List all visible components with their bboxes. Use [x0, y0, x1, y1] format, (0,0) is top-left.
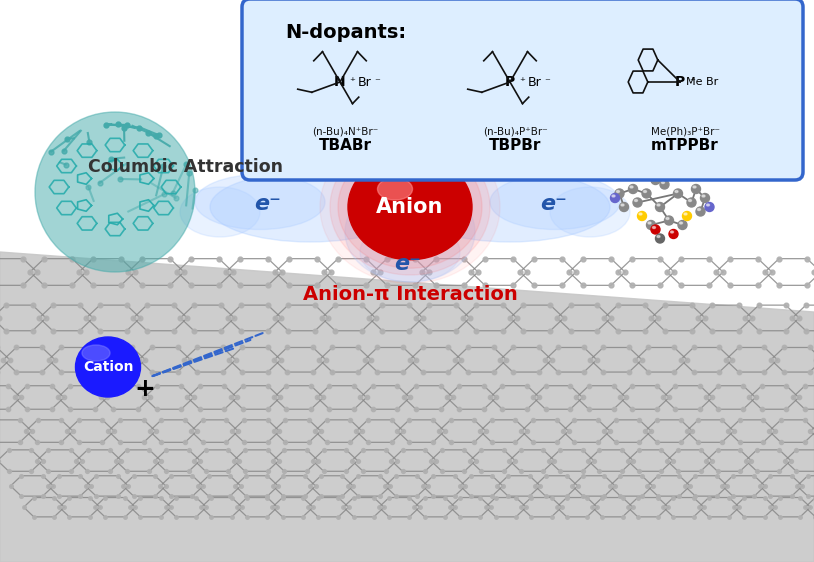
- Ellipse shape: [35, 112, 195, 272]
- Ellipse shape: [320, 130, 500, 283]
- Ellipse shape: [693, 186, 696, 188]
- Ellipse shape: [615, 189, 624, 198]
- Ellipse shape: [345, 182, 475, 282]
- Ellipse shape: [628, 184, 637, 193]
- Text: (n-Bu)₄P⁺Br⁻: (n-Bu)₄P⁺Br⁻: [483, 127, 547, 137]
- Text: Me Br: Me Br: [686, 77, 718, 87]
- Ellipse shape: [633, 198, 642, 207]
- Ellipse shape: [612, 195, 615, 197]
- Ellipse shape: [682, 211, 692, 220]
- Ellipse shape: [348, 155, 472, 260]
- Ellipse shape: [646, 220, 655, 229]
- Text: ⁻: ⁻: [374, 77, 380, 87]
- Text: Anion-π Interaction: Anion-π Interaction: [303, 284, 518, 303]
- Text: Me(Ph)₃P⁺Br⁻: Me(Ph)₃P⁺Br⁻: [650, 127, 720, 137]
- Text: TBPBr: TBPBr: [489, 138, 541, 152]
- Ellipse shape: [666, 217, 669, 220]
- Ellipse shape: [76, 337, 141, 397]
- Ellipse shape: [630, 186, 633, 188]
- Ellipse shape: [619, 202, 628, 211]
- Ellipse shape: [653, 177, 655, 179]
- Ellipse shape: [180, 187, 260, 237]
- Ellipse shape: [671, 231, 673, 233]
- Ellipse shape: [610, 193, 619, 202]
- Ellipse shape: [689, 200, 692, 202]
- Ellipse shape: [696, 207, 705, 216]
- Ellipse shape: [702, 195, 705, 197]
- Ellipse shape: [195, 174, 325, 229]
- Ellipse shape: [660, 180, 669, 189]
- Ellipse shape: [648, 222, 651, 224]
- Text: P: P: [675, 75, 685, 89]
- Ellipse shape: [639, 213, 642, 215]
- Ellipse shape: [662, 182, 664, 184]
- Text: N: N: [335, 75, 346, 89]
- Ellipse shape: [651, 175, 660, 184]
- Ellipse shape: [490, 174, 620, 229]
- Ellipse shape: [360, 157, 460, 237]
- Ellipse shape: [657, 204, 660, 206]
- Ellipse shape: [338, 146, 482, 268]
- Text: Anion: Anion: [376, 197, 444, 217]
- Ellipse shape: [701, 193, 710, 202]
- Text: Columbic Attraction: Columbic Attraction: [87, 158, 282, 176]
- Ellipse shape: [637, 211, 646, 220]
- Text: Br: Br: [358, 75, 372, 88]
- Ellipse shape: [210, 172, 410, 242]
- Text: ⁺: ⁺: [519, 77, 525, 87]
- Ellipse shape: [673, 189, 682, 198]
- Text: TBABr: TBABr: [318, 138, 371, 152]
- Ellipse shape: [705, 202, 714, 211]
- Ellipse shape: [651, 225, 660, 234]
- Text: (n-Bu)₄N⁺Br⁻: (n-Bu)₄N⁺Br⁻: [312, 127, 379, 137]
- Text: e⁻: e⁻: [395, 254, 422, 274]
- Ellipse shape: [82, 345, 110, 361]
- Ellipse shape: [616, 191, 619, 193]
- Ellipse shape: [330, 139, 490, 275]
- Ellipse shape: [684, 213, 687, 215]
- Text: mTPPBr: mTPPBr: [651, 138, 719, 152]
- Ellipse shape: [653, 226, 655, 229]
- Ellipse shape: [410, 172, 610, 242]
- Ellipse shape: [642, 189, 651, 198]
- Ellipse shape: [634, 200, 637, 202]
- Ellipse shape: [698, 209, 701, 211]
- Text: +: +: [134, 377, 155, 401]
- Ellipse shape: [707, 204, 710, 206]
- Text: e⁻: e⁻: [255, 194, 282, 214]
- Ellipse shape: [657, 235, 660, 238]
- Ellipse shape: [621, 204, 624, 206]
- FancyBboxPatch shape: [242, 0, 803, 180]
- Ellipse shape: [655, 202, 664, 211]
- Text: N-dopants:: N-dopants:: [285, 22, 406, 42]
- Text: Cation: Cation: [83, 360, 133, 374]
- Text: ⁻: ⁻: [544, 77, 550, 87]
- Ellipse shape: [669, 229, 678, 238]
- Text: e⁻: e⁻: [540, 194, 567, 214]
- Ellipse shape: [378, 178, 413, 200]
- Ellipse shape: [550, 187, 630, 237]
- Ellipse shape: [644, 191, 646, 193]
- Text: P: P: [505, 75, 515, 89]
- Ellipse shape: [675, 191, 678, 193]
- Ellipse shape: [655, 234, 664, 243]
- Text: ⁺: ⁺: [349, 77, 355, 87]
- Ellipse shape: [687, 198, 696, 207]
- Ellipse shape: [678, 220, 687, 229]
- Text: ⁺: ⁺: [689, 77, 695, 87]
- Text: −: −: [450, 163, 474, 191]
- Ellipse shape: [664, 216, 673, 225]
- Ellipse shape: [692, 184, 701, 193]
- Ellipse shape: [680, 222, 682, 224]
- Text: Br: Br: [528, 75, 542, 88]
- Ellipse shape: [360, 222, 460, 282]
